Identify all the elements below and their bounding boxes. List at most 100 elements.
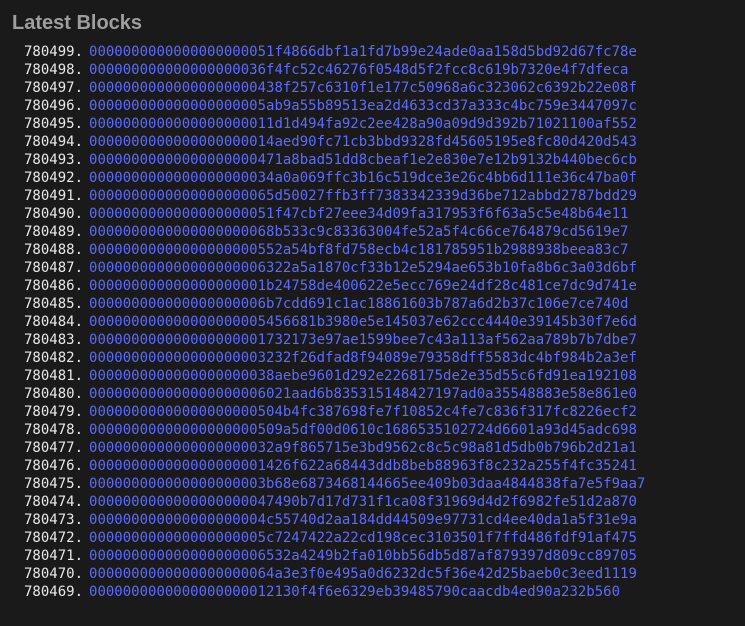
separator-dot: . — [75, 242, 83, 258]
block-hash-link[interactable]: 00000000000000000000504b4fc387698fe7f108… — [89, 404, 637, 420]
block-height: 780483 — [24, 332, 75, 348]
block-height: 780490 — [24, 206, 75, 222]
block-hash-link[interactable]: 00000000000000000000471a8bad51dd8cbeaf1e… — [89, 152, 637, 168]
block-row: 780480.000000000000000000006021aad6b8353… — [24, 385, 745, 403]
block-hash-link[interactable]: 000000000000000000003b68e6873468144665ee… — [89, 476, 645, 492]
block-row: 780490. 0000000000000000000051f47cbf27eee… — [24, 205, 745, 223]
block-hash-link[interactable]: 0000000000000000000051f4866dbf1a1fd7b99e… — [89, 44, 637, 60]
separator-dot: . — [75, 458, 83, 474]
block-row: 780492.0000000000000000000034a0a069ffc3b… — [24, 169, 745, 187]
block-row: 780479.00000000000000000000504b4fc387698… — [24, 403, 745, 421]
separator-dot: . — [75, 314, 83, 330]
block-hash-link[interactable]: 0000000000000000000012130f4f6e6329eb3948… — [89, 584, 620, 600]
block-height: 780496 — [24, 98, 75, 114]
separator-dot: . — [75, 332, 83, 348]
separator-dot: . — [75, 494, 83, 510]
block-hash-link[interactable]: 00000000000000000000509a5df00d0610c16865… — [89, 422, 637, 438]
block-row: 780474.0000000000000000000047490b7d17d73… — [24, 493, 745, 511]
block-row: 780487. 000000000000000000006322a5a1870cf… — [24, 259, 745, 277]
block-height: 780493 — [24, 152, 75, 168]
separator-dot: . — [75, 476, 83, 492]
block-height: 780476 — [24, 458, 75, 474]
block-height: 780488 — [24, 242, 75, 258]
block-hash-link[interactable]: 000000000000000000036f4fc52c46276f0548d5… — [89, 62, 628, 78]
separator-dot: . — [75, 44, 83, 60]
block-height: 780495 — [24, 116, 75, 132]
separator-dot: . — [75, 116, 83, 132]
separator-dot: . — [75, 98, 83, 114]
block-hash-link[interactable]: 000000000000000000006322a5a1870cf33b12e5… — [89, 260, 637, 276]
block-height: 780485 — [24, 296, 75, 312]
block-row: 780496. 000000000000000000005ab9a55b89513… — [24, 97, 745, 115]
separator-dot: . — [75, 134, 83, 150]
block-hash-link[interactable]: 000000000000000000005ab9a55b89513ea2d463… — [89, 98, 637, 114]
block-hash-link[interactable]: 000000000000000000003232f26dfad8f94089e7… — [89, 350, 637, 366]
block-height: 780492 — [24, 170, 75, 186]
separator-dot: . — [75, 566, 83, 582]
block-row: 780477.0000000000000000000032a9f865715e3… — [24, 439, 745, 457]
separator-dot: . — [75, 404, 83, 420]
block-row: 780494. 0000000000000000000014aed90fc71cb… — [24, 133, 745, 151]
block-hash-link[interactable]: 0000000000000000000038aebe9601d292e22681… — [89, 368, 637, 384]
separator-dot: . — [75, 260, 83, 276]
block-hash-link[interactable]: 000000000000000000001732173e97ae1599bee7… — [89, 332, 637, 348]
block-height: 780469 — [24, 584, 75, 600]
block-hash-link[interactable]: 0000000000000000000068b533c9c83363004fe5… — [89, 224, 628, 240]
block-height: 780494 — [24, 134, 75, 150]
block-hash-link[interactable]: 00000000000000000000552a54bf8fd758ecb4c1… — [89, 242, 628, 258]
block-list: 780499. 0000000000000000000051f4866dbf1a1… — [0, 43, 745, 601]
separator-dot: . — [75, 152, 83, 168]
block-hash-link[interactable]: 000000000000000000001b24758de400622e5ecc… — [89, 278, 637, 294]
block-height: 780487 — [24, 260, 75, 276]
block-height: 780471 — [24, 548, 75, 564]
separator-dot: . — [75, 440, 83, 456]
separator-dot: . — [75, 62, 83, 78]
block-height: 780491 — [24, 188, 75, 204]
block-height: 780484 — [24, 314, 75, 330]
block-hash-link[interactable]: 0000000000000000000014aed90fc71cb3bbd932… — [89, 134, 637, 150]
block-row: 780486.000000000000000000001b24758de4006… — [24, 277, 745, 295]
block-hash-link[interactable]: 000000000000000000004c55740d2aa184dd4450… — [89, 512, 637, 528]
block-row: 780497. 00000000000000000000438f257c6310f… — [24, 79, 745, 97]
block-hash-link[interactable]: 000000000000000000006021aad6b83531514842… — [89, 386, 637, 402]
block-row: 780499. 0000000000000000000051f4866dbf1a1… — [24, 43, 745, 61]
separator-dot: . — [75, 80, 83, 96]
block-height: 780489 — [24, 224, 75, 240]
block-hash-link[interactable]: 0000000000000000000051f47cbf27eee34d09fa… — [89, 206, 628, 222]
block-hash-link[interactable]: 000000000000000000006b7cdd691c1ac1886160… — [89, 296, 628, 312]
block-row: 780489. 0000000000000000000068b533c9c8336… — [24, 223, 745, 241]
block-row: 780471. 000000000000000000006532a4249b2fa… — [24, 547, 745, 565]
block-height: 780497 — [24, 80, 75, 96]
block-hash-link[interactable]: 0000000000000000000011d1d494fa92c2ee428a… — [89, 116, 637, 132]
separator-dot: . — [75, 278, 83, 294]
block-hash-link[interactable]: 000000000000000000005c7247422a22cd198cec… — [89, 530, 637, 546]
block-row: 780472.000000000000000000005c7247422a22c… — [24, 529, 745, 547]
block-row: 780478.00000000000000000000509a5df00d061… — [24, 421, 745, 439]
block-row: 780469. 0000000000000000000012130f4f6e632… — [24, 583, 745, 601]
separator-dot: . — [75, 224, 83, 240]
block-hash-link[interactable]: 0000000000000000000065d50027ffb3ff738334… — [89, 188, 637, 204]
separator-dot: . — [75, 512, 83, 528]
block-height: 780475 — [24, 476, 75, 492]
separator-dot: . — [75, 188, 83, 204]
block-height: 780480 — [24, 386, 75, 402]
separator-dot: . — [75, 584, 83, 600]
block-hash-link[interactable]: 0000000000000000000034a0a069ffc3b16c519d… — [89, 170, 637, 186]
block-hash-link[interactable]: 000000000000000000005456681b3980e5e14503… — [89, 314, 637, 330]
block-row: 780470.0000000000000000000064a3e3f0e495a… — [24, 565, 745, 583]
block-row: 780475. 000000000000000000003b68e68734681… — [24, 475, 745, 493]
separator-dot: . — [75, 206, 83, 222]
block-hash-link[interactable]: 0000000000000000000032a9f865715e3bd9562c… — [89, 440, 637, 456]
separator-dot: . — [75, 548, 83, 564]
block-hash-link[interactable]: 000000000000000000001426f622a68443ddb8be… — [89, 458, 637, 474]
block-height: 780499 — [24, 44, 75, 60]
block-row: 780482.000000000000000000003232f26dfad8f… — [24, 349, 745, 367]
block-hash-link[interactable]: 00000000000000000000438f257c6310f1e177c5… — [89, 80, 637, 96]
block-row: 780495. 0000000000000000000011d1d494fa92c… — [24, 115, 745, 133]
block-hash-link[interactable]: 000000000000000000006532a4249b2fa010bb56… — [89, 548, 637, 564]
block-height: 780472 — [24, 530, 75, 546]
block-hash-link[interactable]: 0000000000000000000064a3e3f0e495a0d6232d… — [89, 566, 637, 582]
block-hash-link[interactable]: 0000000000000000000047490b7d17d731f1ca08… — [89, 494, 637, 510]
block-row: 780485.000000000000000000006b7cdd691c1ac… — [24, 295, 745, 313]
block-row: 780493. 00000000000000000000471a8bad51dd8… — [24, 151, 745, 169]
